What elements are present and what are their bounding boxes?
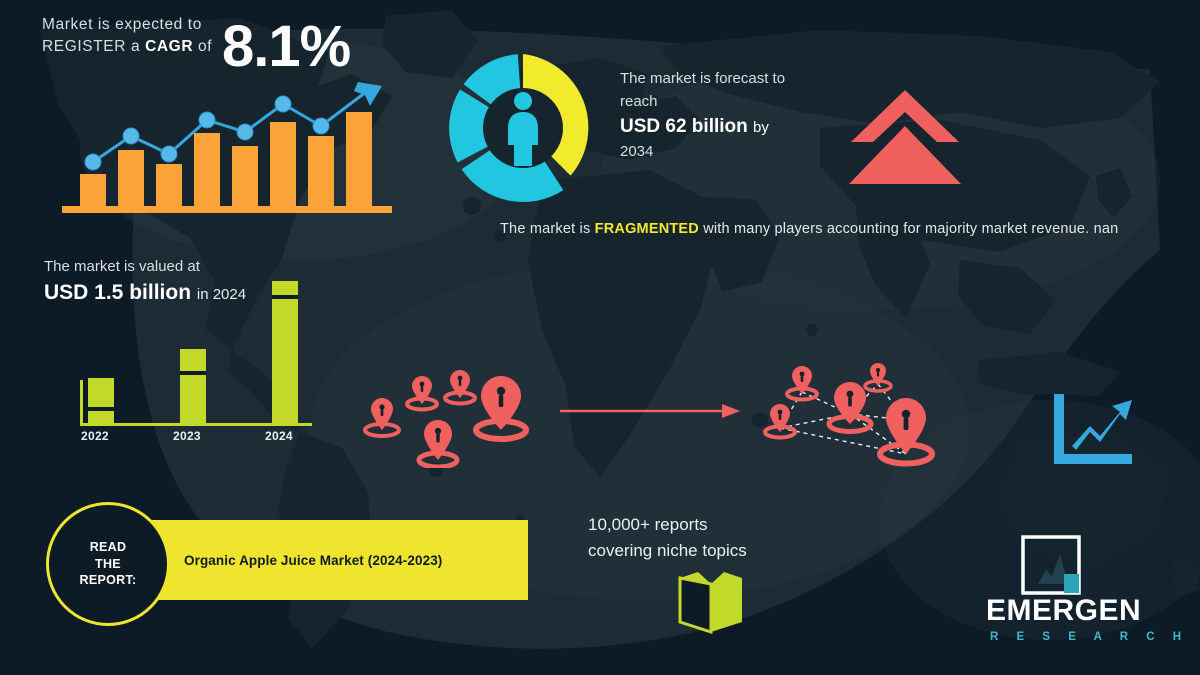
x-label-2024: 2024 xyxy=(265,429,293,443)
cagr-text-block: Market is expected to REGISTER a CAGR of xyxy=(42,14,302,59)
growth-chart-icon xyxy=(1054,394,1132,464)
chevron-up-icon xyxy=(851,90,959,142)
read-line-2: THE xyxy=(95,556,121,571)
cagr-line-2-pre: REGISTER a xyxy=(42,38,146,56)
report-title: Organic Apple Juice Market (2024-2023) xyxy=(184,552,443,568)
logo-wordmark: EMERGEN xyxy=(986,594,1142,627)
read-line-1: READ xyxy=(89,539,127,554)
forecast-line-2: reach xyxy=(620,92,658,110)
bar-2024 xyxy=(272,281,298,424)
trend-markers xyxy=(84,95,330,171)
double-up-arrow-icon xyxy=(849,90,961,184)
pin-small-2 xyxy=(405,376,439,412)
emergen-square-logo-icon xyxy=(1021,535,1081,595)
open-book-icon xyxy=(678,572,742,635)
valuation-x-axis xyxy=(80,423,312,426)
forecast-value-row: USD 62 billion by xyxy=(620,113,835,141)
forecast-year: 2034 xyxy=(620,142,654,160)
logo-subtitle: R E S E A R C H xyxy=(990,631,1189,643)
person-icon xyxy=(508,92,538,166)
valuation-value-row: USD 1.5 billion in 2024 xyxy=(44,279,344,306)
valuation-line-1: The market is valued at xyxy=(44,258,200,275)
pin-medium xyxy=(416,420,460,468)
pin-small-3 xyxy=(443,370,477,406)
bar-2022 xyxy=(88,378,114,424)
pin-node-4 xyxy=(826,382,874,434)
pin-node-1 xyxy=(785,366,819,402)
fragmented-highlight: FRAGMENTED xyxy=(594,221,699,237)
valuation-y-axis xyxy=(80,380,83,426)
pin-node-5 xyxy=(877,398,935,467)
market-share-donut xyxy=(449,54,589,203)
forecast-value: USD 62 billion xyxy=(620,116,748,137)
connected-location-pin-network-icon xyxy=(763,363,935,467)
read-report-label: READ THE REPORT: xyxy=(80,539,137,590)
forecast-suffix: by xyxy=(753,119,769,136)
bar-2023 xyxy=(180,349,206,424)
bar-baseline xyxy=(62,206,392,213)
cagr-keyword: CAGR xyxy=(145,38,194,56)
cagr-line-2: REGISTER a CAGR of xyxy=(42,36,302,58)
forecast-text-block: The market is forecast to reach USD 62 b… xyxy=(620,68,835,162)
forecast-line-1: The market is forecast to xyxy=(620,70,786,87)
reports-text-block: 10,000+ reports covering niche topics xyxy=(588,512,828,563)
fragmented-statement: The market is FRAGMENTED with many playe… xyxy=(500,218,1130,241)
pin-node-3 xyxy=(763,404,797,440)
market-valuation-bars: 2022 2023 2024 xyxy=(72,276,322,443)
cagr-line-2-post: of xyxy=(193,38,213,56)
growth-trend-bars xyxy=(62,82,392,213)
reports-line-2: covering niche topics xyxy=(588,540,747,560)
fragmented-pre: The market is xyxy=(500,221,595,237)
cagr-value: 8.1% xyxy=(222,14,351,79)
valuation-value: USD 1.5 billion xyxy=(44,280,192,304)
pin-large xyxy=(473,376,529,442)
location-pin-cluster-icon xyxy=(363,370,529,468)
right-arrow-icon xyxy=(560,404,740,418)
x-label-2023: 2023 xyxy=(173,429,201,443)
fragmented-post: with many players accounting for majorit… xyxy=(698,221,1119,237)
read-line-3: REPORT: xyxy=(79,573,137,588)
triangle-up-icon xyxy=(849,126,961,184)
valuation-suffix: in 2024 xyxy=(196,285,247,303)
valuation-text-block: The market is valued at USD 1.5 billion … xyxy=(44,256,344,306)
trend-arrow-head xyxy=(354,82,382,106)
reports-line-1: 10,000+ reports xyxy=(588,515,708,534)
pin-small-1 xyxy=(363,398,401,438)
cagr-line-1: Market is expected to xyxy=(42,16,202,33)
x-label-2022: 2022 xyxy=(81,429,109,443)
pin-node-2 xyxy=(863,363,893,393)
read-report-button[interactable]: READ THE REPORT: xyxy=(46,502,170,626)
bar-series xyxy=(80,112,372,208)
